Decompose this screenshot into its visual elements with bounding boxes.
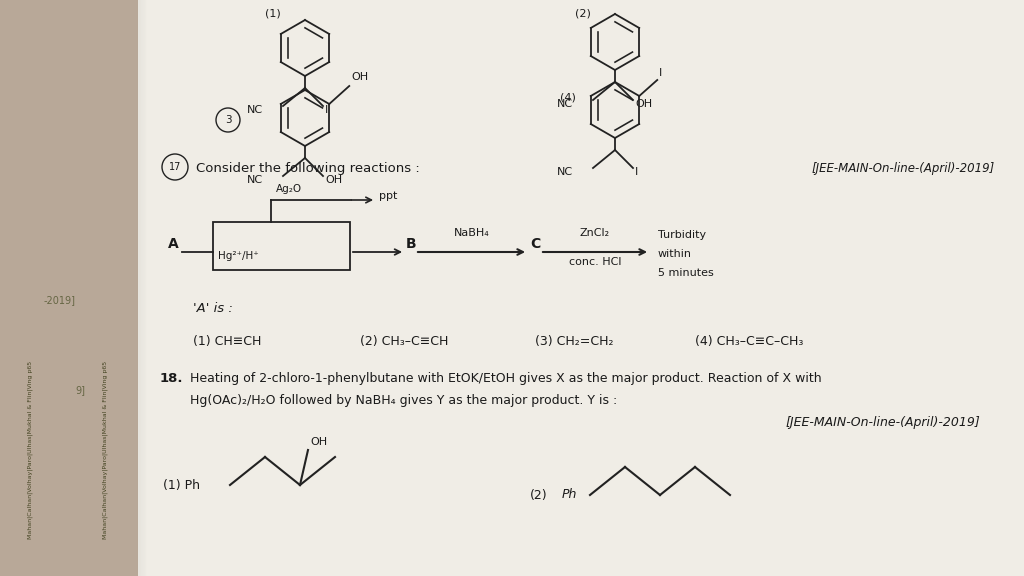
Text: Mahan|Calhan|Volhay|Paro|Ulhas|Mukhal & Flin|Ving p65: Mahan|Calhan|Volhay|Paro|Ulhas|Mukhal & …	[28, 361, 33, 539]
Text: ppt: ppt	[379, 191, 397, 201]
Text: (2): (2)	[530, 488, 548, 502]
Text: I: I	[635, 167, 638, 177]
Text: Heating of 2-chloro-1-phenylbutane with EtOK/EtOH gives X as the major product. : Heating of 2-chloro-1-phenylbutane with …	[190, 372, 821, 385]
Text: Hg(OAc)₂/H₂O followed by NaBH₄ gives Y as the major product. Y is :: Hg(OAc)₂/H₂O followed by NaBH₄ gives Y a…	[190, 394, 617, 407]
Text: NC: NC	[557, 167, 573, 177]
Text: Ag₂O: Ag₂O	[276, 184, 302, 194]
Text: OH: OH	[310, 437, 327, 447]
Text: Mahan|Calhan|Volhay|Paro|Ulhas|Mukhal & Flin|Ving p65: Mahan|Calhan|Volhay|Paro|Ulhas|Mukhal & …	[102, 361, 108, 539]
Text: (3) CH₂=CH₂: (3) CH₂=CH₂	[535, 335, 613, 348]
Text: 9]: 9]	[75, 385, 85, 395]
Text: [JEE-MAIN-On-line-(April)-2019]: [JEE-MAIN-On-line-(April)-2019]	[785, 416, 980, 429]
Text: A: A	[168, 237, 179, 251]
Text: [JEE-MAIN-On-line-(April)-2019]: [JEE-MAIN-On-line-(April)-2019]	[812, 162, 995, 175]
Text: (2): (2)	[575, 8, 591, 18]
Text: 18.: 18.	[160, 372, 183, 385]
Text: Hg²⁺/H⁺: Hg²⁺/H⁺	[218, 251, 259, 261]
Text: conc. HCl: conc. HCl	[568, 257, 622, 267]
Text: I: I	[325, 105, 329, 115]
Text: B: B	[406, 237, 417, 251]
Text: OH: OH	[325, 175, 342, 185]
Text: (4) CH₃–C≡C–CH₃: (4) CH₃–C≡C–CH₃	[695, 335, 804, 348]
Text: I: I	[659, 68, 663, 78]
Text: (2) CH₃–C≡CH: (2) CH₃–C≡CH	[360, 335, 449, 348]
Text: 17: 17	[169, 162, 181, 172]
Text: Ph: Ph	[562, 488, 578, 502]
Text: (1) Ph: (1) Ph	[163, 479, 200, 491]
Text: NaBH₄: NaBH₄	[454, 228, 489, 238]
Text: NC: NC	[247, 175, 263, 185]
Text: 'A' is :: 'A' is :	[193, 302, 232, 315]
Text: Turbidity: Turbidity	[658, 230, 707, 240]
Text: ZnCl₂: ZnCl₂	[580, 228, 610, 238]
Bar	[213, 222, 350, 270]
Text: within: within	[658, 249, 692, 259]
Text: (1) CH≡CH: (1) CH≡CH	[193, 335, 261, 348]
Text: OH: OH	[635, 99, 652, 109]
Bar	[138, 0, 1024, 576]
Text: NC: NC	[247, 105, 263, 115]
Text: (1): (1)	[265, 8, 281, 18]
Text: (4): (4)	[560, 92, 575, 102]
Text: 3: 3	[224, 115, 231, 125]
Text: C: C	[530, 237, 541, 251]
Text: 5 minutes: 5 minutes	[658, 268, 714, 278]
Text: -2019]: -2019]	[44, 295, 76, 305]
Text: NC: NC	[557, 99, 573, 109]
Text: OH: OH	[351, 72, 369, 82]
Text: Consider the following reactions :: Consider the following reactions :	[196, 162, 420, 175]
